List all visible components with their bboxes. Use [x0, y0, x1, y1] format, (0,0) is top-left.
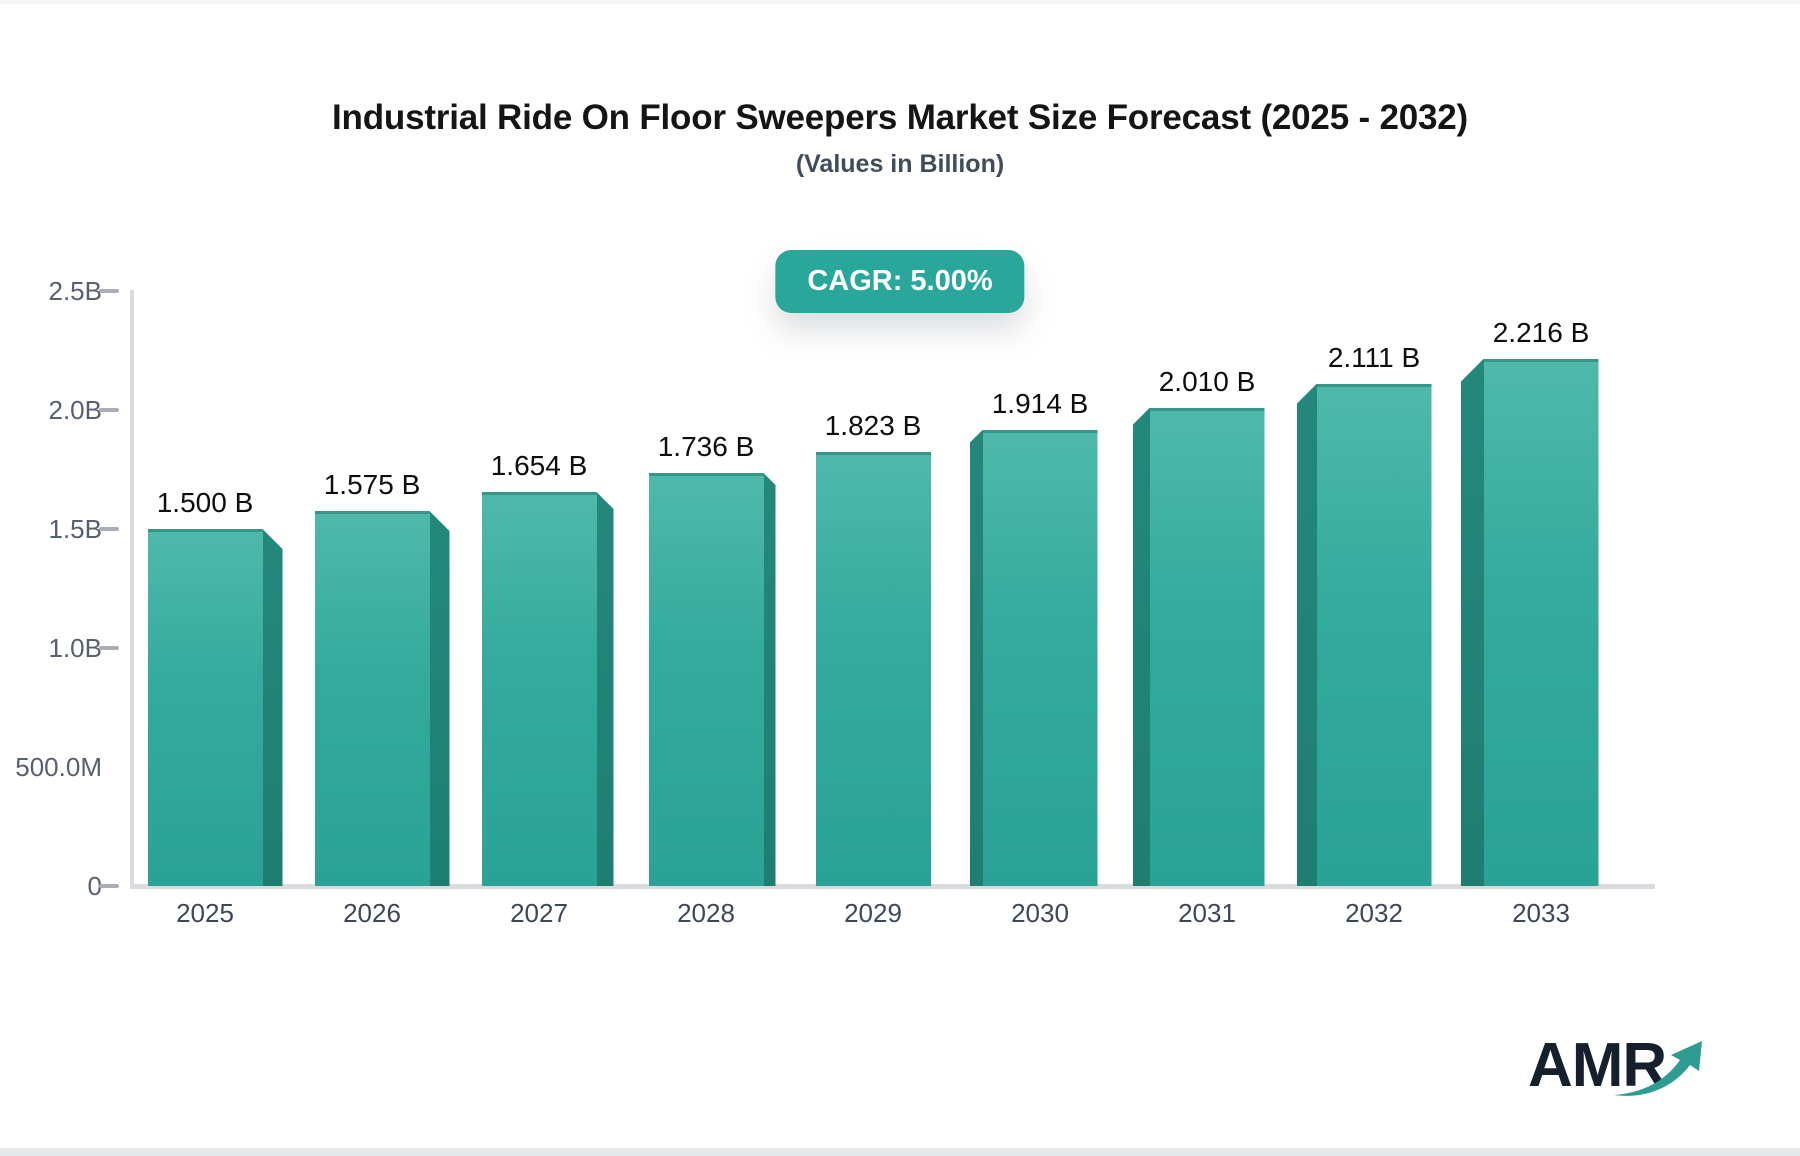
- y-tick-dash: [99, 289, 119, 293]
- x-tick-label: 2033: [1512, 898, 1570, 928]
- cagr-badge: CAGR: 5.00%: [775, 250, 1025, 313]
- bar-value-label: 2.111 B: [1327, 342, 1421, 373]
- x-tick-label: 2031: [1178, 898, 1236, 928]
- y-tick-label: 1.0B: [48, 633, 103, 663]
- bar-2032: [1296, 384, 1432, 886]
- y-tick-dash: [99, 646, 119, 650]
- x-tick-label: 2029: [844, 898, 902, 928]
- bar-face: [1149, 408, 1265, 886]
- bar-2029: [815, 452, 931, 886]
- bar-value-label: 1.823 B: [824, 410, 922, 441]
- bar-value-label: 1.500 B: [156, 487, 254, 518]
- bar-face: [1483, 359, 1599, 886]
- x-tick-label: 2028: [677, 898, 735, 928]
- y-axis-line: [130, 290, 134, 888]
- x-tick-label: 2025: [176, 898, 234, 928]
- amr-logo: AMR: [1528, 1030, 1718, 1110]
- y-tick-label: 1.5B: [48, 514, 103, 544]
- bar-face: [648, 473, 764, 886]
- x-tick-label: 2027: [510, 898, 568, 928]
- y-tick-dash: [99, 884, 119, 888]
- bar-side-shade: [969, 430, 983, 886]
- bar-value-label: 2.010 B: [1158, 366, 1256, 397]
- y-tick-label: 2.0B: [48, 395, 103, 425]
- bar-value-label: 1.575 B: [323, 469, 421, 500]
- bar-face: [147, 529, 263, 886]
- bar-face: [815, 452, 931, 886]
- bar-side-shade: [1460, 359, 1484, 886]
- growth-arrow-icon: [1614, 1041, 1702, 1096]
- bar-2028: [648, 473, 776, 886]
- bar-2026: [314, 511, 450, 886]
- bar-face: [314, 511, 430, 886]
- bar-side-shade: [1296, 384, 1317, 886]
- bar-2025: [147, 529, 283, 886]
- bar-face: [1316, 384, 1432, 886]
- chart-title: Industrial Ride On Floor Sweepers Market…: [332, 98, 1468, 137]
- bar-face: [982, 430, 1098, 886]
- bar-side-shade: [596, 492, 614, 886]
- bar-side-shade: [1132, 408, 1150, 886]
- bar-face: [481, 492, 597, 886]
- bar-2031: [1132, 408, 1265, 886]
- y-tick-dash: [99, 527, 119, 531]
- bar-value-label: 1.654 B: [490, 450, 588, 481]
- chart-subtitle: (Values in Billion): [795, 150, 1005, 178]
- bottom-edge-strip: [0, 1148, 1800, 1156]
- bar-value-label: 1.914 B: [991, 388, 1089, 419]
- bar-2030: [969, 430, 1098, 886]
- y-tick-label: 2.5B: [48, 276, 103, 306]
- bar-value-label: 1.736 B: [657, 431, 755, 462]
- x-tick-label: 2026: [343, 898, 401, 928]
- top-edge-strip: [0, 0, 1800, 4]
- y-tick-dash: [99, 408, 119, 412]
- bar-2033: [1460, 359, 1599, 886]
- bar-value-label: 2.216 B: [1492, 317, 1590, 348]
- x-axis-line: [130, 884, 1655, 889]
- y-tick-label: 0: [87, 871, 102, 901]
- bar-2027: [481, 492, 614, 886]
- x-tick-label: 2030: [1011, 898, 1069, 928]
- cagr-badge-label: CAGR: 5.00%: [807, 265, 993, 297]
- bar-side-shade: [262, 529, 283, 886]
- bar-side-shade: [429, 511, 450, 886]
- y-tick-label: 500.0M: [15, 752, 102, 782]
- x-tick-label: 2032: [1345, 898, 1403, 928]
- bar-side-shade: [763, 473, 776, 886]
